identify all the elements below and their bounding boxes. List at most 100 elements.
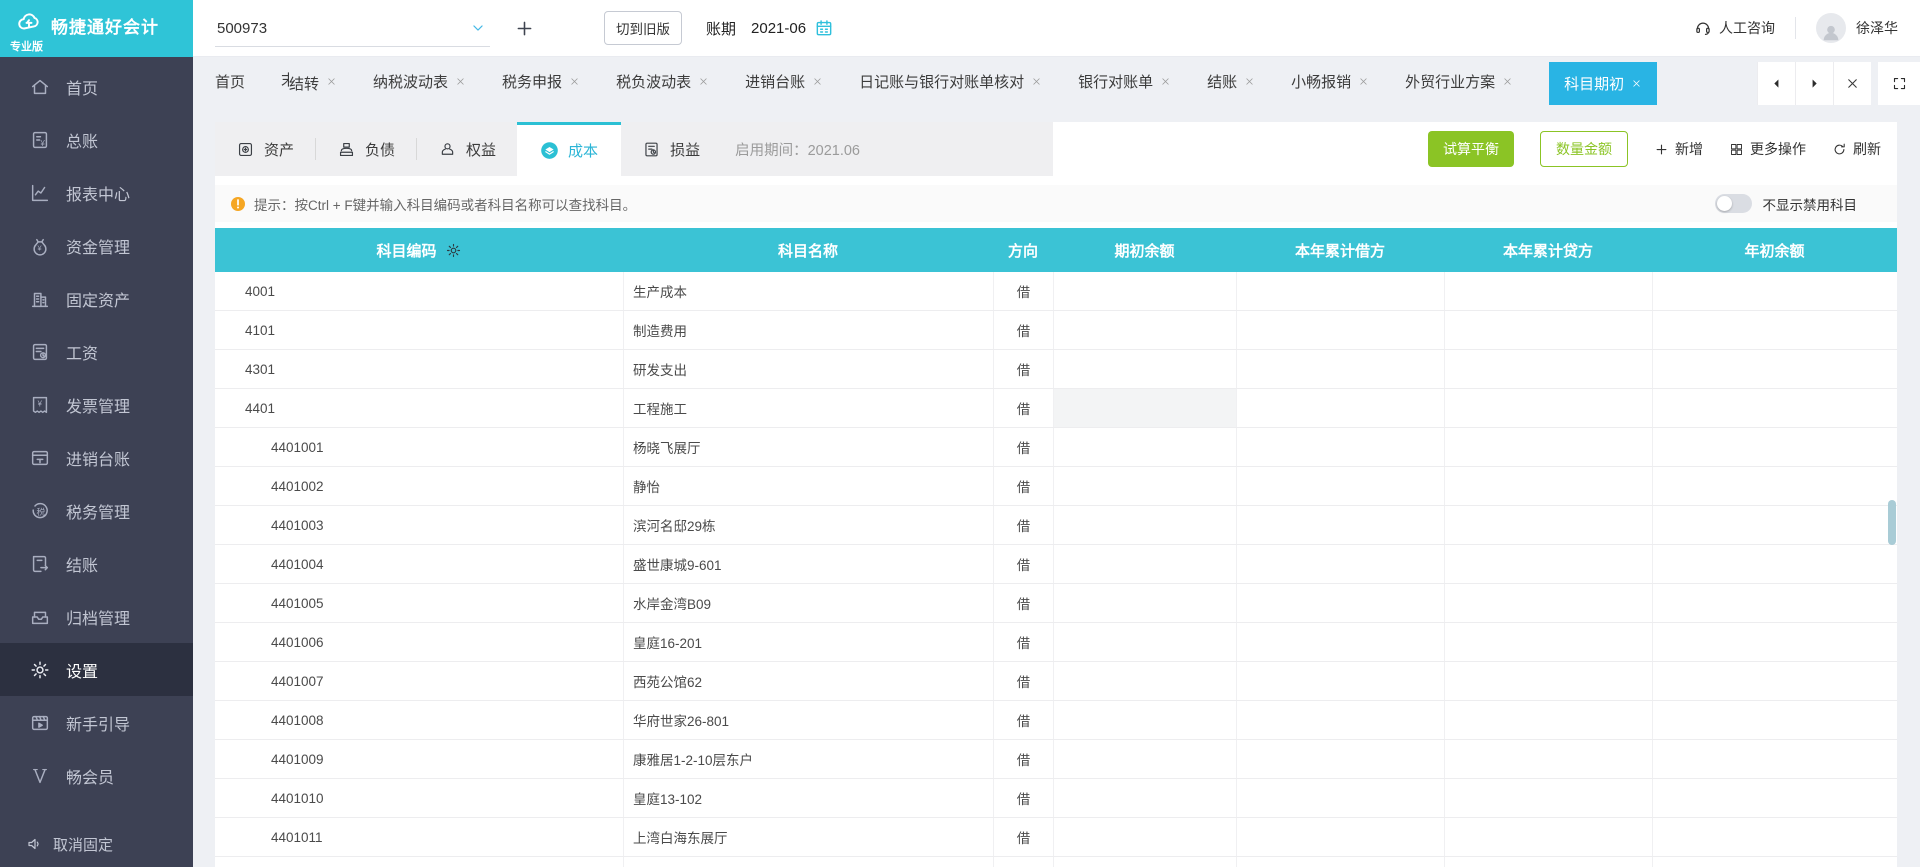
table-row[interactable]: 4401001 杨晓飞展厅借 — [215, 428, 1897, 467]
tab-account-opening-balance[interactable]: 科目期初 — [1549, 62, 1658, 105]
close-icon[interactable] — [812, 76, 823, 87]
cell-ytd-credit — [1444, 623, 1652, 661]
button-label: 更多操作 — [1750, 141, 1806, 157]
sidebar-item-report-center[interactable]: 报表中心 — [0, 166, 193, 219]
trial-balance-button[interactable]: 试算平衡 — [1428, 131, 1514, 167]
sidebar-item-chang-member[interactable]: 畅会员 — [0, 749, 193, 802]
close-all-tabs-button[interactable] — [1833, 62, 1871, 105]
close-icon[interactable] — [1160, 76, 1171, 87]
more-actions-button[interactable]: 更多操作 — [1729, 139, 1806, 159]
subtab-liabilities[interactable]: 负债 — [316, 122, 416, 176]
tab-bank-statement[interactable]: 银行对账单 — [1078, 71, 1171, 92]
close-icon[interactable] — [1502, 76, 1513, 87]
table-row[interactable]: 4401004 盛世康城9-601 借 — [215, 545, 1897, 584]
account-select[interactable]: 500973 — [215, 20, 490, 47]
close-icon[interactable] — [1244, 76, 1255, 87]
sidebar-item-fixed-assets[interactable]: 固定资产 — [0, 272, 193, 325]
sidebar-unpin-button[interactable]: 取消固定 — [0, 821, 193, 867]
table-row[interactable]: 4401002 静怡借 — [215, 467, 1897, 506]
tab-label: 银行对账单 — [1078, 73, 1154, 91]
tab-purchase-sale[interactable]: 进销台账 — [745, 71, 823, 92]
table-row[interactable]: 4301 研发支出借 — [215, 350, 1897, 389]
table-row[interactable]: 4401011 上湾白海东展厅借 — [215, 818, 1897, 857]
close-icon[interactable] — [326, 76, 337, 87]
table-row[interactable]: 4401006 皇庭16-201 借 — [215, 623, 1897, 662]
support-button[interactable]: 人工咨询 — [1694, 18, 1775, 38]
table-row[interactable]: 4401010 皇庭13-102 借 — [215, 779, 1897, 818]
sidebar-item-label: 固定资产 — [66, 292, 131, 310]
table-row[interactable]: 4101 制造费用借 — [215, 311, 1897, 350]
table-scrollbar-thumb[interactable] — [1888, 500, 1896, 545]
subtab-equity[interactable]: 权益 — [417, 122, 517, 176]
fullscreen-button[interactable] — [1878, 62, 1920, 105]
subtab-cost[interactable]: 成本 — [517, 122, 622, 176]
tab-scroll-next-button[interactable] — [1795, 62, 1833, 105]
cell-ytd-debit — [1236, 623, 1444, 661]
tab-foreign-trade[interactable]: 外贸行业方案 — [1405, 71, 1513, 92]
sidebar-item-closing[interactable]: 结账 — [0, 537, 193, 590]
table-row[interactable]: 4401007 西苑公馆62 借 — [215, 662, 1897, 701]
table-row[interactable]: 4401012汾酒专卖店借 — [215, 857, 1897, 867]
close-icon[interactable] — [1631, 78, 1642, 89]
cell-opening-balance — [1053, 740, 1236, 778]
sidebar-item-archive-management[interactable]: 归档管理 — [0, 590, 193, 643]
button-label: 刷新 — [1853, 141, 1881, 157]
subtab-assets[interactable]: 资产 — [215, 122, 315, 176]
period-value[interactable]: 2021-06 — [751, 19, 807, 37]
table-row[interactable]: 4401005 水岸金湾B09 借 — [215, 584, 1897, 623]
tab-tax-burden[interactable]: 税负波动表 — [616, 71, 709, 92]
sidebar-item-fund-management[interactable]: ¥ 资金管理 — [0, 219, 193, 272]
tab-tax-fluctuation[interactable]: 纳税波动表 — [373, 71, 466, 92]
sidebar-item-label: 归档管理 — [66, 610, 131, 628]
refresh-button[interactable]: 刷新 — [1832, 139, 1881, 159]
toggle-wrap: 不显示禁用科目 — [1714, 194, 1857, 214]
add-account-button[interactable] — [514, 18, 535, 39]
close-icon[interactable] — [1031, 76, 1042, 87]
tab-tax-declaration[interactable]: 税务申报 — [502, 71, 580, 92]
gear-icon[interactable] — [445, 242, 462, 259]
toolbar: 试算平衡 数量金额 新增 更多操作 刷新 — [1416, 122, 1881, 176]
sidebar-item-home[interactable]: 首页 — [0, 60, 193, 113]
close-icon[interactable] — [569, 76, 580, 87]
sidebar-item-tax-management[interactable]: 税 税务管理 — [0, 484, 193, 537]
account-settings-button[interactable] — [559, 18, 580, 39]
close-icon[interactable] — [698, 76, 709, 87]
hide-disabled-accounts-toggle[interactable] — [1714, 194, 1752, 213]
cell-ytd-credit — [1444, 350, 1652, 388]
cell-ytd-credit — [1444, 701, 1652, 739]
sidebar-item-invoice-management[interactable]: ¥ 发票管理 — [0, 378, 193, 431]
add-new-button[interactable]: 新增 — [1654, 139, 1703, 159]
archive-icon — [29, 606, 51, 628]
tab-journal-bank-check[interactable]: 日记账与银行对账单核对 — [859, 71, 1042, 92]
cell-ytd-credit — [1444, 428, 1652, 466]
sidebar-item-beginner-guide[interactable]: 新手引导 — [0, 696, 193, 749]
close-icon[interactable] — [455, 76, 466, 87]
tab-home[interactable]: 首页 — [215, 71, 245, 92]
building-icon — [29, 288, 51, 310]
switch-old-version-button[interactable]: 切到旧版 — [604, 11, 682, 45]
cell-ytd-credit — [1444, 506, 1652, 544]
calendar-icon[interactable] — [814, 18, 834, 38]
close-icon[interactable] — [1358, 76, 1369, 87]
clipped-char: 末 — [281, 71, 290, 89]
sidebar-item-purchase-sale-ledger[interactable]: 进销台账 — [0, 431, 193, 484]
table-row[interactable]: 4401008 华府世家26-801 借 — [215, 701, 1897, 740]
table-row[interactable]: 4401003 滨河名邸29栋借 — [215, 506, 1897, 545]
table-row[interactable]: 4401 工程施工借 — [215, 389, 1897, 428]
tab-xiaochang-expense[interactable]: 小畅报销 — [1291, 71, 1369, 92]
tab-carryover[interactable]: 末结转 — [281, 69, 337, 94]
sidebar-item-general-ledger[interactable]: ¥ 总账 — [0, 113, 193, 166]
table-row[interactable]: 4001 生产成本借 — [215, 272, 1897, 311]
cell-opening-balance — [1053, 272, 1236, 310]
tab-closing[interactable]: 结账 — [1207, 71, 1255, 92]
sidebar-item-payroll[interactable]: 工资 — [0, 325, 193, 378]
tab-scroll-prev-button[interactable] — [1757, 62, 1795, 105]
sidebar-item-settings[interactable]: 设置 — [0, 643, 193, 696]
avatar[interactable] — [1816, 13, 1846, 43]
column-label: 方向 — [1007, 242, 1038, 260]
subtab-profit-loss[interactable]: 损益 — [621, 122, 721, 176]
username[interactable]: 徐泽华 — [1856, 20, 1898, 36]
table-row[interactable]: 4401009 康雅居1-2-10层东户借 — [215, 740, 1897, 779]
quantity-amount-button[interactable]: 数量金额 — [1540, 131, 1628, 167]
cell-ytd-credit — [1444, 584, 1652, 622]
